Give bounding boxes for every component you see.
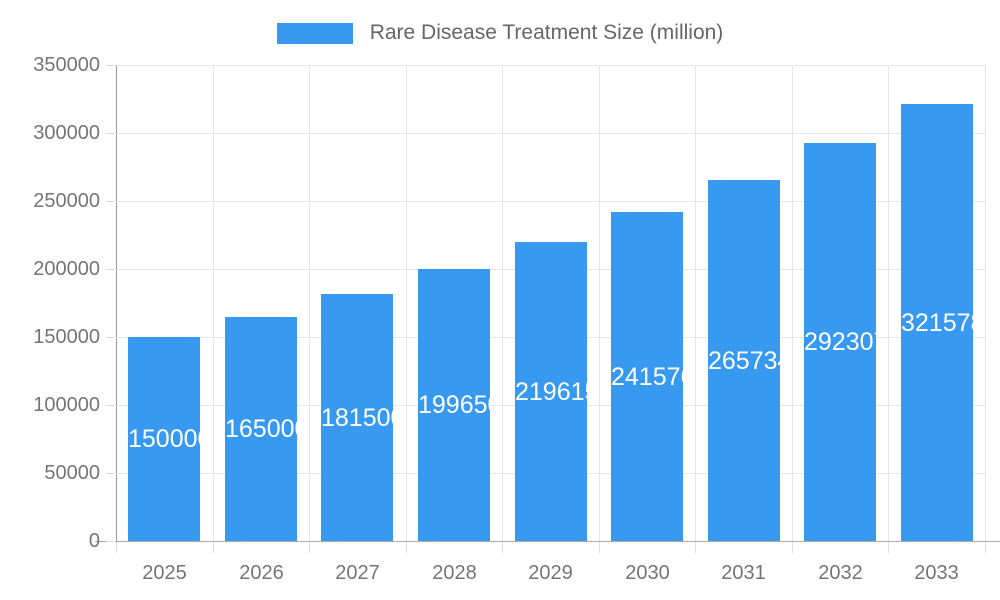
x-axis-tick — [309, 542, 310, 553]
bar-value-label: 292307 — [804, 328, 876, 356]
x-axis-tick — [213, 542, 214, 553]
legend-label: Rare Disease Treatment Size (million) — [369, 21, 724, 44]
bar-2029[interactable]: 219615 — [515, 242, 587, 541]
chart-legend[interactable]: Rare Disease Treatment Size (million) — [0, 20, 1000, 46]
x-axis-tick — [695, 542, 696, 553]
y-axis-label: 250000 — [33, 190, 100, 212]
bar-2028[interactable]: 199650 — [418, 269, 490, 541]
gridline-vertical — [792, 65, 793, 541]
y-axis-tick — [106, 337, 116, 338]
y-axis-tick — [106, 405, 116, 406]
bar-2030[interactable]: 241576 — [611, 212, 683, 541]
bar-value-label: 219615 — [515, 378, 587, 406]
bar-value-label: 241576 — [611, 363, 683, 391]
x-axis-label-2027: 2027 — [335, 562, 380, 584]
x-axis-tick — [502, 542, 503, 553]
x-axis-label-2030: 2030 — [625, 562, 670, 584]
x-axis-label-2029: 2029 — [528, 562, 573, 584]
bar-value-label: 181500 — [321, 404, 393, 432]
bar-value-label: 150000 — [128, 425, 200, 453]
bar-value-label: 321578 — [901, 309, 973, 337]
bar-value-label: 165000 — [225, 415, 297, 443]
y-axis-tick — [106, 65, 116, 66]
y-axis-label: 100000 — [33, 394, 100, 416]
y-axis-label: 150000 — [33, 326, 100, 348]
legend-swatch-icon — [276, 22, 353, 44]
y-axis-label: 300000 — [33, 122, 100, 144]
y-axis-tick — [106, 269, 116, 270]
x-axis-label-2031: 2031 — [721, 562, 766, 584]
gridline-horizontal — [116, 201, 985, 202]
y-axis-tick — [106, 473, 116, 474]
bar-value-label: 265734 — [708, 347, 780, 375]
y-axis-label: 50000 — [44, 462, 100, 484]
x-axis-tick — [792, 542, 793, 553]
y-axis-tick — [106, 133, 116, 134]
bar-2033[interactable]: 321578 — [901, 104, 973, 541]
gridline-horizontal — [116, 65, 985, 66]
y-axis-line — [116, 65, 117, 553]
x-axis-tick — [599, 542, 600, 553]
bar-value-label: 199650 — [418, 391, 490, 419]
gridline-horizontal — [116, 133, 985, 134]
bar-2025[interactable]: 150000 — [128, 337, 200, 541]
y-axis-label: 200000 — [33, 258, 100, 280]
gridline-vertical — [888, 65, 889, 541]
bar-2031[interactable]: 265734 — [708, 180, 780, 541]
x-axis-label-2025: 2025 — [142, 562, 187, 584]
x-axis-tick — [888, 542, 889, 553]
x-axis-line — [95, 541, 1000, 542]
x-axis-label-2032: 2032 — [818, 562, 863, 584]
gridline-vertical — [213, 65, 214, 541]
y-axis-label: 350000 — [33, 54, 100, 76]
x-axis-label-2028: 2028 — [432, 562, 477, 584]
bar-2027[interactable]: 181500 — [321, 294, 393, 541]
x-axis-label-2033: 2033 — [914, 562, 959, 584]
x-axis-tick — [985, 542, 986, 553]
y-axis-tick — [106, 201, 116, 202]
bar-2032[interactable]: 292307 — [804, 143, 876, 541]
gridline-vertical — [985, 65, 986, 541]
gridline-vertical — [599, 65, 600, 541]
x-axis-tick — [116, 542, 117, 553]
y-axis-tick — [106, 541, 116, 542]
plot-area: 0 50000 100000 150000 200000 250000 300000 3500… — [33, 54, 1000, 584]
gridline-vertical — [695, 65, 696, 541]
gridline-vertical — [309, 65, 310, 541]
x-axis-label-2026: 2026 — [239, 562, 284, 584]
bar-2026[interactable]: 165000 — [225, 317, 297, 541]
gridline-vertical — [502, 65, 503, 541]
gridline-vertical — [406, 65, 407, 541]
y-axis-label: 0 — [88, 530, 100, 552]
x-axis-tick — [406, 542, 407, 553]
